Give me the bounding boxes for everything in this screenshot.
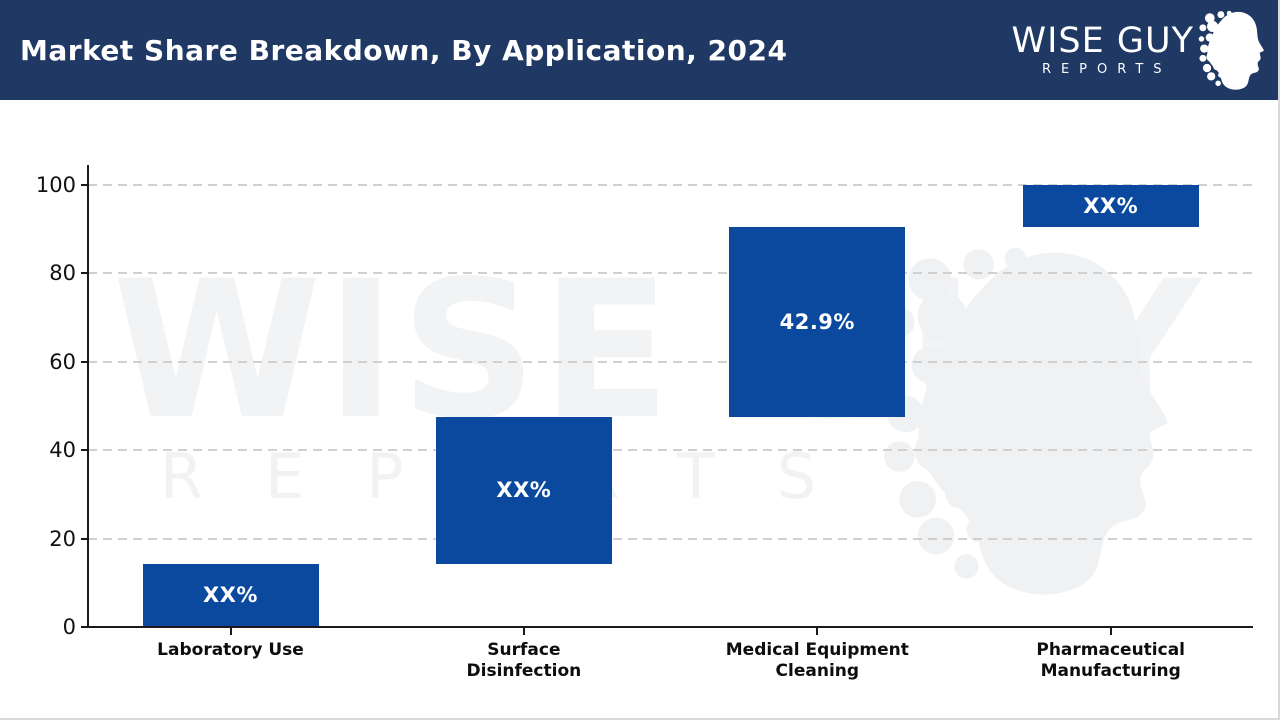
logo-reports-text: REPORTS xyxy=(1041,62,1172,77)
x-axis-tick xyxy=(1109,627,1112,635)
header-bar: Market Share Breakdown, By Application, … xyxy=(0,0,1278,100)
category-label-line: Cleaning xyxy=(775,661,860,681)
bar-value-label: XX% xyxy=(1083,193,1139,218)
bar-value-label: 42.9% xyxy=(779,309,855,334)
category-label-line: Disinfection xyxy=(466,661,582,681)
category-label-line: Medical Equipment xyxy=(725,640,909,660)
y-axis-tick xyxy=(81,537,88,540)
brand-logo: WISE GUY REPORTS xyxy=(1011,6,1268,94)
gridline-80 xyxy=(88,272,1253,275)
category-label-line: Surface xyxy=(487,640,561,660)
logo-wordmark: WISE GUY REPORTS xyxy=(1011,21,1194,77)
gridline-100 xyxy=(88,184,1253,186)
bar-medical-equipment-cleaning: 42.9% xyxy=(729,226,906,417)
watermark-face-icon xyxy=(881,247,1168,595)
y-axis-tick xyxy=(81,272,88,275)
category-label-laboratory-use: Laboratory Use xyxy=(81,640,381,661)
bar-value-label: XX% xyxy=(203,583,258,608)
category-label-medical-equipment-cleaning: Medical Equipment Cleaning xyxy=(667,640,967,682)
y-axis-tick xyxy=(81,184,88,186)
face-dots-icon xyxy=(1198,10,1264,90)
page-title: Market Share Breakdown, By Application, … xyxy=(20,33,788,67)
x-axis-line xyxy=(88,626,1253,628)
y-axis-tick-label: 40 xyxy=(49,438,76,463)
bar-surface-disinfection: XX% xyxy=(435,416,612,564)
y-axis-line xyxy=(87,165,89,628)
x-axis-tick xyxy=(229,627,232,635)
gridline-20 xyxy=(88,537,1253,540)
y-axis-tick-label: 0 xyxy=(62,615,76,639)
category-label-pharmaceutical-manufacturing: Pharmaceutical Manufacturing xyxy=(961,640,1261,682)
x-axis-tick xyxy=(522,627,525,635)
gridline-60 xyxy=(88,360,1253,363)
category-label-line: Laboratory Use xyxy=(157,640,304,660)
y-axis-tick-label: 100 xyxy=(35,173,76,197)
bar-value-label: XX% xyxy=(496,478,552,503)
y-axis-tick xyxy=(81,449,88,452)
y-axis-tick-label: 20 xyxy=(49,526,76,551)
y-axis-tick-label: 80 xyxy=(49,261,76,286)
y-axis-tick xyxy=(81,360,88,363)
y-axis-tick-label: 60 xyxy=(49,349,76,374)
y-axis-tick xyxy=(81,626,88,628)
bar-pharmaceutical-manufacturing: XX% xyxy=(1022,185,1199,227)
logo-brand-name: WISE GUY xyxy=(1011,21,1194,61)
category-label-line: Manufacturing xyxy=(1040,661,1181,681)
gridline-40 xyxy=(88,449,1253,452)
category-label-surface-disinfection: Surface Disinfection xyxy=(374,640,674,682)
x-axis-tick xyxy=(816,627,819,635)
bar-laboratory-use: XX% xyxy=(142,563,319,627)
category-label-line: Pharmaceutical xyxy=(1036,640,1186,660)
